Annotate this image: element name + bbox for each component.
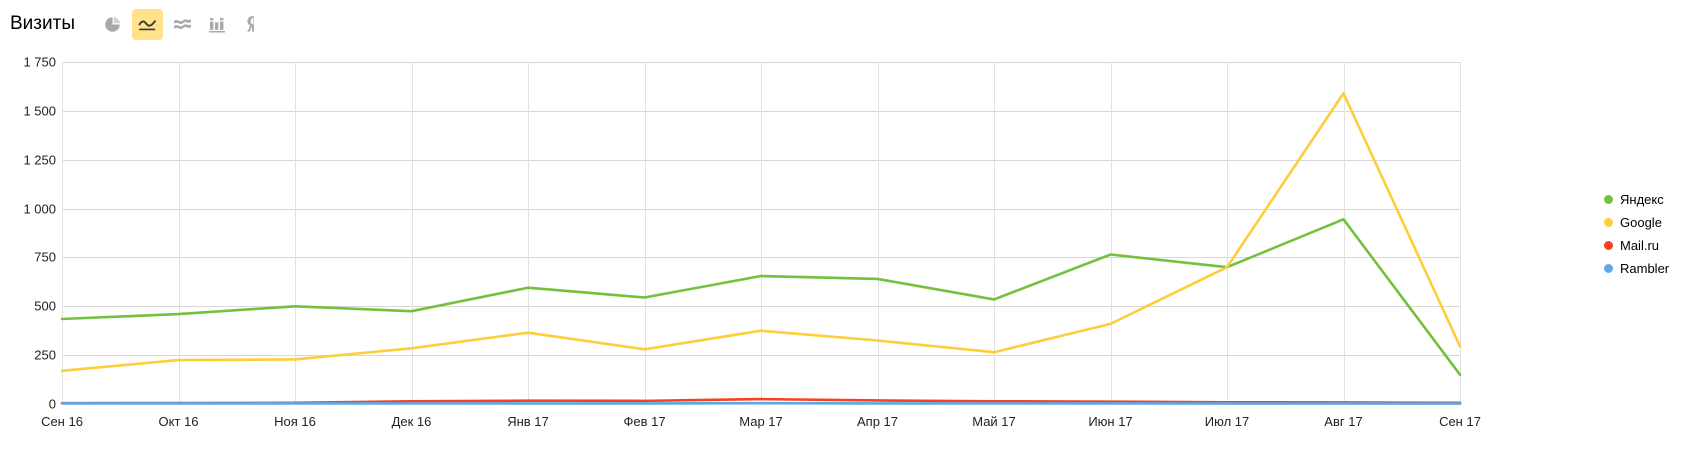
bar-chart-icon-button[interactable] bbox=[202, 9, 233, 40]
x-axis-tick-label: Сен 17 bbox=[1439, 414, 1481, 429]
chart-legend: Яндекс Google Mail.ru Rambler bbox=[1604, 188, 1692, 280]
view-type-toolbar bbox=[97, 8, 268, 40]
y-axis-tick-label: 250 bbox=[34, 347, 56, 363]
gridline-vertical bbox=[994, 62, 995, 404]
gridline-vertical bbox=[761, 62, 762, 404]
map-pin-icon bbox=[244, 15, 261, 33]
y-axis-tick-label: 1 750 bbox=[23, 54, 56, 70]
legend-color-dot bbox=[1604, 218, 1613, 227]
x-axis-tick-label: Апр 17 bbox=[856, 414, 899, 429]
legend-item[interactable]: Mail.ru bbox=[1604, 234, 1692, 257]
line-chart-icon-button[interactable] bbox=[131, 8, 163, 40]
series-line-- bbox=[60, 218, 1462, 376]
legend-item[interactable]: Яндекс bbox=[1604, 188, 1692, 211]
legend-item-label: Google bbox=[1620, 215, 1662, 230]
pie-chart-icon bbox=[104, 16, 121, 33]
area-chart-icon-button[interactable] bbox=[167, 9, 198, 40]
series-line-google bbox=[60, 91, 1462, 373]
page-title: Визиты bbox=[10, 13, 75, 34]
x-axis-tick-label: Сен 16 bbox=[41, 414, 83, 429]
x-axis-tick-label: Мар 17 bbox=[739, 414, 783, 429]
gridline-vertical bbox=[411, 62, 413, 404]
gridline-vertical bbox=[528, 62, 529, 404]
legend-color-dot bbox=[1604, 241, 1613, 250]
x-axis-tick-label: Май 17 bbox=[972, 414, 1016, 429]
gridline-vertical bbox=[877, 62, 879, 404]
x-axis-tick-label: Фев 17 bbox=[623, 414, 666, 429]
x-axis-tick-label: Июл 17 bbox=[1204, 414, 1250, 429]
legend-item-label: Mail.ru bbox=[1620, 238, 1660, 253]
gridline-vertical bbox=[295, 62, 296, 404]
gridline-vertical bbox=[1460, 62, 1461, 404]
legend-item[interactable]: Rambler bbox=[1604, 257, 1692, 280]
legend-item[interactable]: Google bbox=[1604, 211, 1692, 234]
x-axis-tick-label: Июн 17 bbox=[1088, 414, 1133, 429]
bar-chart-icon bbox=[208, 16, 227, 33]
y-axis-tick-label: 0 bbox=[48, 396, 56, 412]
gridline-vertical bbox=[62, 62, 63, 404]
legend-item-label: Rambler bbox=[1620, 261, 1670, 276]
y-axis-tick-label: 1 000 bbox=[23, 201, 56, 217]
legend-color-dot bbox=[1604, 264, 1613, 273]
gridline-vertical bbox=[1227, 62, 1228, 404]
line-chart-icon bbox=[138, 16, 157, 33]
chart-canvas: 0 250 500 750 1 000 1 250 1 500 1 750 Сен 16 Окт… bbox=[0, 48, 1692, 470]
chart-header: Визиты bbox=[0, 0, 1692, 48]
series-lines bbox=[60, 91, 1462, 405]
x-axis-tick-label: Дек 16 bbox=[391, 414, 432, 429]
plot-area: 0 250 500 750 1 000 1 250 1 500 1 750 Сен 16 Окт… bbox=[23, 55, 1480, 430]
y-axis-tick-label: 1 500 bbox=[23, 103, 56, 119]
pie-chart-icon-button[interactable] bbox=[97, 9, 128, 40]
x-axis-tick-label: Янв 17 bbox=[507, 414, 549, 429]
y-axis-tick-label: 1 250 bbox=[23, 152, 56, 168]
map-pin-icon-button[interactable] bbox=[237, 9, 268, 40]
x-axis-tick-label: Авг 17 bbox=[1324, 414, 1363, 429]
y-axis-tick-label: 750 bbox=[34, 249, 56, 265]
gridline-vertical bbox=[644, 62, 646, 404]
gridline-vertical bbox=[1110, 62, 1112, 404]
x-axis-tick-label: Окт 16 bbox=[158, 414, 199, 429]
legend-item-label: Яндекс bbox=[1620, 192, 1664, 207]
y-axis-tick-label: 500 bbox=[34, 298, 56, 314]
gridline-vertical bbox=[1343, 62, 1345, 404]
legend-color-dot bbox=[1604, 195, 1613, 204]
gridline-vertical bbox=[178, 62, 180, 404]
area-chart-icon bbox=[173, 16, 192, 33]
x-axis-tick-label: Ноя 16 bbox=[274, 414, 316, 429]
